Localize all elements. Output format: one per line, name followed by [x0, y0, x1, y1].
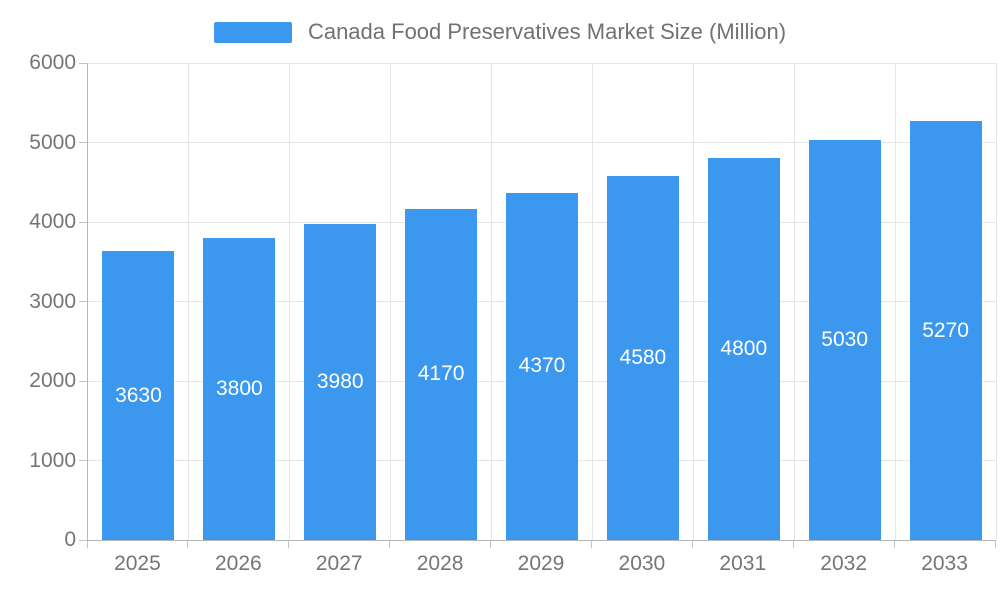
y-axis-tick — [79, 221, 87, 223]
bar-2028[interactable]: 4170 — [405, 208, 478, 540]
legend[interactable]: Canada Food Preservatives Market Size (M… — [0, 19, 1000, 45]
x-axis-label-2031: 2031 — [719, 552, 767, 575]
x-axis-tick — [792, 541, 794, 548]
gridline-vertical — [591, 63, 593, 540]
y-axis-label: 1000 — [29, 448, 76, 472]
x-axis-tick — [86, 541, 88, 548]
bar-value-label: 4800 — [720, 337, 768, 361]
gridline-vertical — [793, 63, 795, 540]
bar-value-label: 3980 — [316, 369, 364, 393]
gridline-vertical — [894, 63, 896, 540]
bar-value-label: 5030 — [821, 328, 869, 352]
bar-2033[interactable]: 5270 — [909, 121, 982, 540]
x-axis-tick — [893, 541, 895, 548]
x-axis-tick — [389, 541, 391, 548]
bar-value-label: 4370 — [518, 354, 566, 378]
y-axis-tick — [79, 62, 87, 64]
bar-value-label: 4170 — [417, 362, 465, 386]
gridline-horizontal — [88, 62, 996, 64]
gridline-vertical — [995, 63, 997, 540]
bar-2025[interactable]: 3630 — [102, 251, 175, 540]
gridline-vertical — [188, 63, 190, 540]
y-axis-label: 0 — [64, 528, 76, 551]
y-axis-tick — [79, 380, 87, 382]
bar-2030[interactable]: 4580 — [606, 175, 679, 540]
legend-label: Canada Food Preservatives Market Size (M… — [307, 19, 787, 44]
x-axis-label-2032: 2032 — [820, 552, 868, 575]
x-axis-label-2025: 2025 — [114, 552, 161, 575]
x-axis-label-2030: 2030 — [618, 552, 666, 575]
y-axis-label: 3000 — [29, 289, 76, 313]
plot-area: 3630 3800 3980 4170 4370 4580 4800 5030 5270 — [87, 62, 997, 541]
x-axis-label-2026: 2026 — [214, 552, 262, 575]
bar-2032[interactable]: 5030 — [808, 140, 881, 540]
x-axis-tick — [994, 541, 996, 548]
x-axis-label-2029: 2029 — [517, 552, 565, 575]
bar-value-label: 4580 — [619, 345, 667, 369]
bar-2026[interactable]: 3800 — [203, 237, 276, 540]
gridline-vertical — [289, 63, 291, 540]
y-axis-label: 6000 — [29, 51, 76, 74]
y-axis-tick — [79, 539, 87, 541]
legend-swatch[interactable] — [213, 21, 292, 43]
gridline-vertical — [390, 63, 392, 540]
x-axis-tick — [691, 541, 693, 548]
gridline-vertical — [491, 63, 493, 540]
y-axis-tick — [79, 142, 87, 143]
bar-value-label: 3800 — [215, 376, 263, 400]
x-axis-tick — [490, 541, 492, 548]
x-axis-tick — [288, 541, 290, 548]
bar-2031[interactable]: 4800 — [707, 158, 780, 540]
y-axis-label: 4000 — [29, 210, 76, 233]
bar-2027[interactable]: 3980 — [304, 223, 377, 540]
x-axis-tick — [187, 541, 189, 548]
bar-2029[interactable]: 4370 — [506, 192, 578, 540]
x-axis-tick — [590, 541, 592, 548]
y-axis-tick — [79, 301, 87, 302]
bar-value-label: 5270 — [922, 318, 969, 342]
gridline-vertical — [692, 63, 694, 540]
y-axis-tick — [79, 460, 87, 461]
x-axis-label-2027: 2027 — [315, 552, 363, 575]
x-axis-label-2028: 2028 — [416, 552, 464, 575]
gridline-horizontal — [88, 142, 996, 143]
y-axis-label: 5000 — [29, 130, 76, 154]
bar-value-label: 3630 — [115, 383, 162, 407]
x-axis-label-2033: 2033 — [921, 552, 968, 575]
y-axis-label: 2000 — [29, 369, 76, 392]
